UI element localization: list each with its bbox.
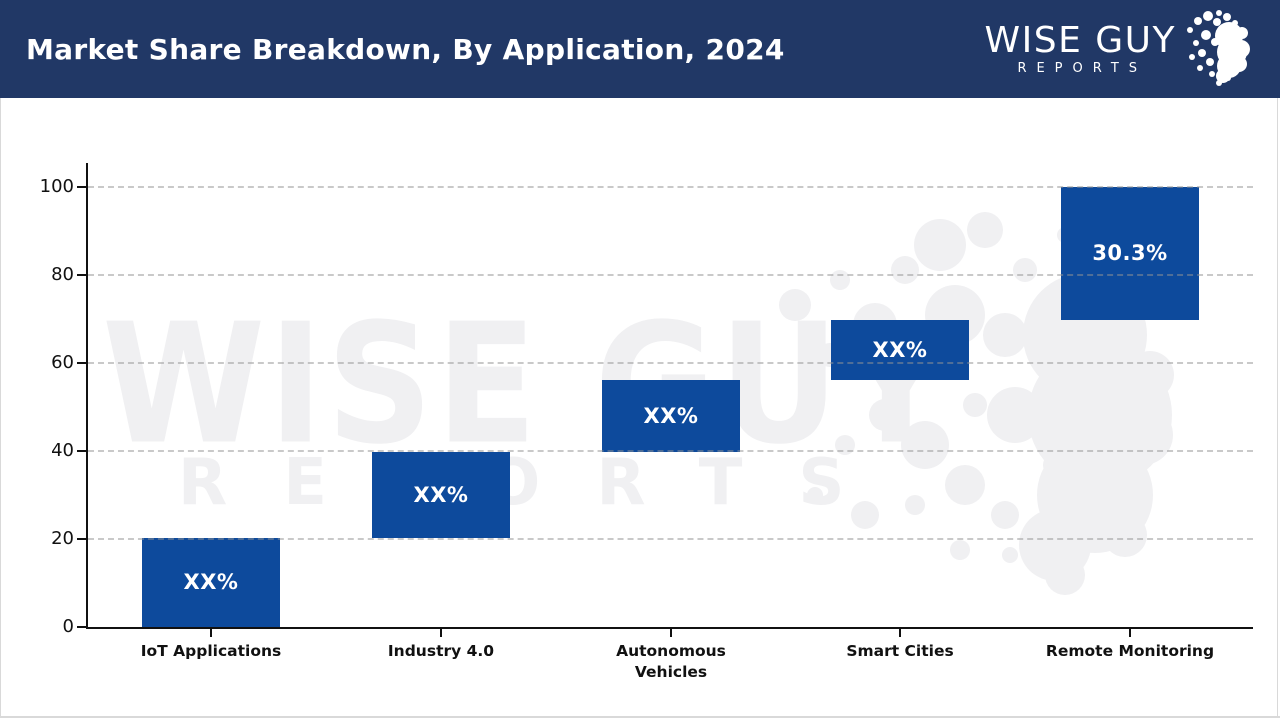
y-tick-label: 0 bbox=[62, 616, 74, 637]
bar-segment-3: XX% bbox=[831, 320, 969, 381]
x-tick-mark bbox=[670, 629, 672, 637]
bar-segment-0: XX% bbox=[142, 537, 280, 627]
y-tick-mark bbox=[77, 273, 86, 276]
gridline-60 bbox=[88, 361, 1253, 364]
x-tick-mark bbox=[1129, 629, 1131, 637]
x-category-label: Autonomous Vehicles bbox=[551, 641, 791, 683]
y-tick-label: 80 bbox=[51, 263, 74, 285]
watermark-wordmark: WISE GUY bbox=[102, 288, 953, 481]
x-category-label: Smart Cities bbox=[780, 641, 1020, 662]
gridline-20 bbox=[88, 537, 1253, 540]
logo-wordmark: WISE GUY bbox=[984, 20, 1176, 61]
header-bar: Market Share Breakdown, By Application, … bbox=[0, 0, 1280, 98]
gridline-100 bbox=[88, 185, 1253, 188]
y-tick-mark bbox=[77, 449, 86, 452]
x-tick-mark bbox=[440, 629, 442, 637]
gridline-80 bbox=[88, 273, 1253, 276]
bar-value-label: XX% bbox=[413, 482, 469, 507]
bar-value-label: XX% bbox=[183, 570, 239, 595]
page-title: Market Share Breakdown, By Application, … bbox=[26, 32, 785, 66]
x-category-label-line: Industry 4.0 bbox=[387, 642, 495, 660]
bar-value-label: XX% bbox=[643, 404, 699, 429]
x-axis bbox=[86, 627, 1253, 629]
frame-bottom-line bbox=[0, 716, 1280, 718]
x-category-label-line: Vehicles bbox=[634, 663, 708, 681]
logo-text: WISE GUY REPORTS bbox=[984, 20, 1177, 77]
bar-segment-1: XX% bbox=[372, 452, 510, 538]
x-category-label: Industry 4.0 bbox=[321, 641, 561, 662]
watermark-face-dots-icon bbox=[779, 212, 1174, 595]
y-tick-label: 40 bbox=[51, 439, 74, 461]
logo: WISE GUY REPORTS bbox=[985, 9, 1255, 89]
y-axis bbox=[86, 163, 88, 629]
x-category-label-line: Autonomous bbox=[616, 642, 726, 660]
x-category-label-line: Smart Cities bbox=[846, 642, 954, 660]
x-tick-mark bbox=[210, 629, 212, 637]
y-tick-label: 20 bbox=[51, 527, 74, 549]
watermark-subtitle: REPORTS bbox=[178, 446, 901, 520]
y-tick-label: 100 bbox=[39, 175, 74, 197]
frame-right-line bbox=[1277, 98, 1278, 717]
bar-value-label: XX% bbox=[872, 338, 928, 363]
gridline-40 bbox=[88, 449, 1253, 452]
x-category-label-line: Remote Monitoring bbox=[1045, 642, 1215, 660]
x-category-label-line: IoT Applications bbox=[140, 642, 282, 660]
bar-segment-2: XX% bbox=[602, 380, 740, 453]
y-tick-mark bbox=[77, 361, 86, 364]
y-tick-mark bbox=[77, 626, 86, 628]
bar-value-label: 30.3% bbox=[1092, 241, 1168, 266]
y-tick-mark bbox=[77, 537, 86, 540]
x-category-label: Remote Monitoring bbox=[1010, 641, 1250, 662]
x-tick-mark bbox=[899, 629, 901, 637]
x-category-label: IoT Applications bbox=[91, 641, 331, 662]
frame-left-line bbox=[0, 98, 1, 717]
bar-segment-4: 30.3% bbox=[1061, 186, 1199, 321]
y-tick-mark bbox=[77, 185, 86, 188]
logo-subtitle: REPORTS bbox=[1017, 61, 1148, 76]
y-tick-label: 60 bbox=[51, 351, 74, 373]
logo-face-icon bbox=[1187, 10, 1250, 86]
